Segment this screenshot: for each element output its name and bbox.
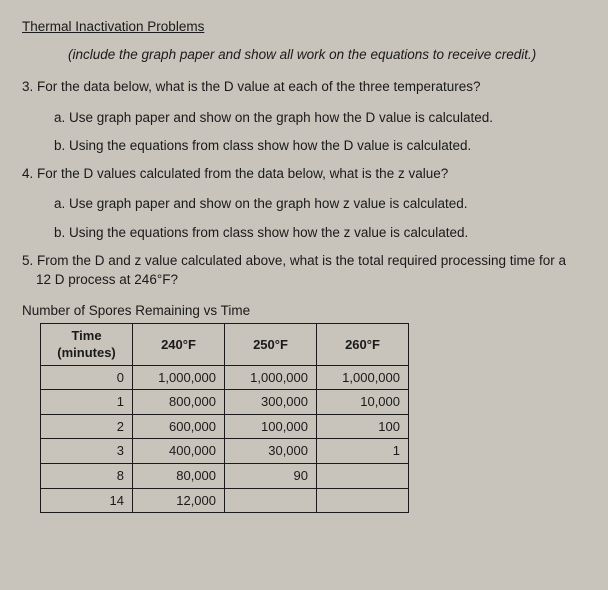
cell-250: 300,000 [225,390,317,415]
cell-250: 30,000 [225,439,317,464]
cell-240: 12,000 [133,488,225,513]
spores-table: Time (minutes) 240°F 250°F 260°F 0 1,000… [40,323,409,513]
col-header-240: 240°F [133,323,225,365]
cell-time: 2 [41,414,133,439]
question-4b: b. Using the equations from class show h… [72,224,580,242]
cell-260: 100 [317,414,409,439]
cell-time: 0 [41,365,133,390]
section-heading: Thermal Inactivation Problems [22,18,580,36]
table-row: 1 800,000 300,000 10,000 [41,390,409,415]
cell-250: 1,000,000 [225,365,317,390]
question-3a: a. Use graph paper and show on the graph… [72,109,580,127]
question-4: 4. For the D values calculated from the … [36,165,580,183]
cell-250: 100,000 [225,414,317,439]
cell-240: 1,000,000 [133,365,225,390]
table-row: 8 80,000 90 [41,464,409,489]
col-header-time: Time (minutes) [41,323,133,365]
cell-240: 800,000 [133,390,225,415]
cell-250 [225,488,317,513]
cell-240: 600,000 [133,414,225,439]
table-title: Number of Spores Remaining vs Time [22,302,580,320]
instruction-text: (include the graph paper and show all wo… [68,46,580,64]
cell-260 [317,488,409,513]
question-4a: a. Use graph paper and show on the graph… [72,195,580,213]
question-3: 3. For the data below, what is the D val… [36,78,580,96]
cell-time: 8 [41,464,133,489]
col-header-time-l2: (minutes) [57,345,116,360]
table-row: 14 12,000 [41,488,409,513]
col-header-250: 250°F [225,323,317,365]
cell-260: 1,000,000 [317,365,409,390]
question-5: 5. From the D and z value calculated abo… [36,252,580,290]
table-row: 0 1,000,000 1,000,000 1,000,000 [41,365,409,390]
cell-time: 14 [41,488,133,513]
col-header-time-l1: Time [71,328,101,343]
cell-260: 1 [317,439,409,464]
table-row: 2 600,000 100,000 100 [41,414,409,439]
cell-260 [317,464,409,489]
question-3b: b. Using the equations from class show h… [72,137,580,155]
table-header-row: Time (minutes) 240°F 250°F 260°F [41,323,409,365]
cell-250: 90 [225,464,317,489]
cell-time: 1 [41,390,133,415]
cell-240: 80,000 [133,464,225,489]
table-row: 3 400,000 30,000 1 [41,439,409,464]
col-header-260: 260°F [317,323,409,365]
cell-240: 400,000 [133,439,225,464]
cell-time: 3 [41,439,133,464]
cell-260: 10,000 [317,390,409,415]
